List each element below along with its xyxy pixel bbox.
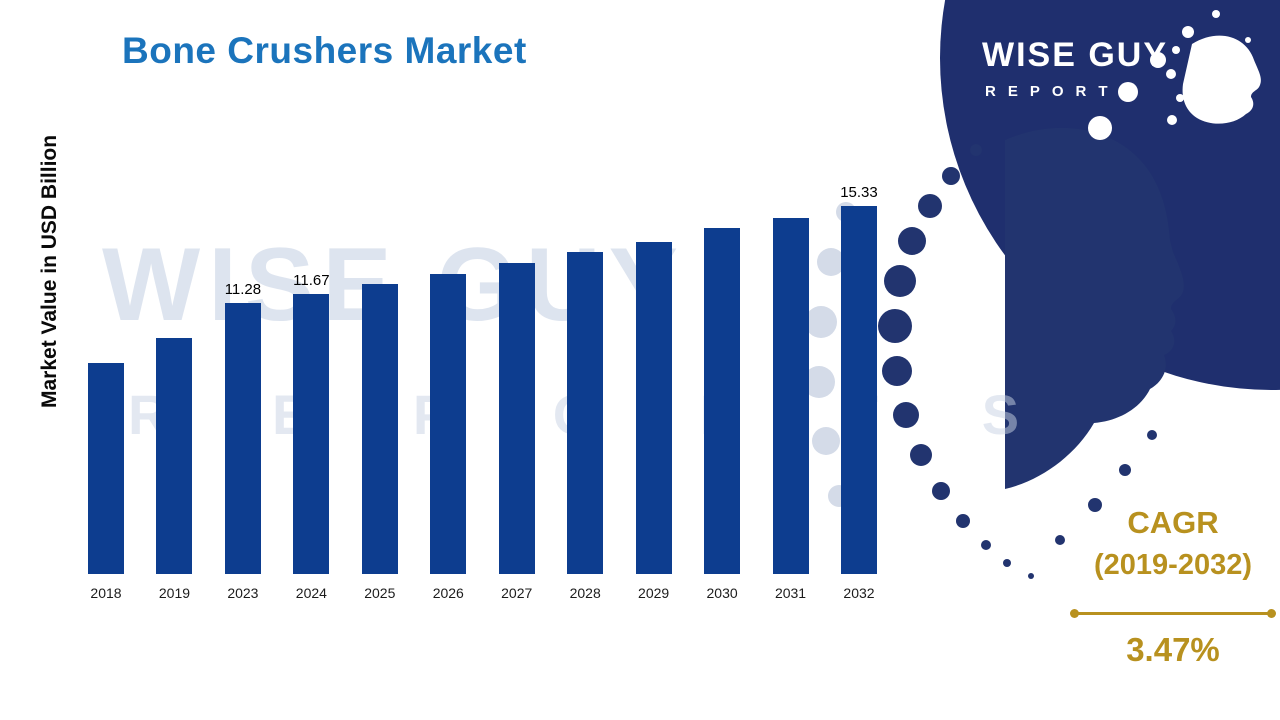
x-axis-tick-label: 2027 bbox=[501, 585, 533, 601]
brand-logo: WISE GUY REPORTS bbox=[982, 36, 1168, 100]
bar-column: 2028 bbox=[554, 181, 616, 601]
x-axis-tick-label: 2019 bbox=[158, 585, 191, 601]
bar bbox=[361, 284, 398, 574]
bar-column: 2018 bbox=[75, 181, 137, 601]
bar-column: 2030 bbox=[691, 181, 753, 601]
bar-column: 2025 bbox=[349, 181, 411, 601]
bar-column: 2026 bbox=[417, 181, 479, 601]
logo-subtitle: REPORTS bbox=[985, 83, 1142, 100]
bar-column: 11.28 2023 bbox=[212, 181, 274, 601]
bar bbox=[635, 242, 672, 574]
bar-column: 11.67 2024 bbox=[280, 181, 342, 601]
x-axis-tick-label: 2025 bbox=[364, 585, 396, 601]
x-axis-tick-label: 2029 bbox=[638, 585, 670, 601]
bar bbox=[498, 263, 535, 574]
cagr-label: CAGR bbox=[1127, 505, 1219, 540]
cagr-divider-line bbox=[1070, 609, 1276, 618]
logo-icon-dots bbox=[1166, 46, 1184, 102]
bar bbox=[840, 206, 877, 574]
bar-column: 2027 bbox=[486, 181, 548, 601]
bar-value-label: 11.67 bbox=[293, 272, 330, 289]
x-axis-tick-label: 2031 bbox=[774, 585, 807, 601]
logo-face-icon bbox=[1182, 35, 1261, 124]
bar-column: 2031 bbox=[760, 181, 822, 601]
bar-column: 2029 bbox=[623, 181, 685, 601]
bar bbox=[772, 218, 809, 574]
bar bbox=[704, 228, 741, 574]
bar bbox=[224, 303, 261, 574]
page-title: Bone Crushers Market bbox=[122, 30, 527, 71]
x-axis-tick-label: 2032 bbox=[843, 585, 875, 601]
x-axis-tick-label: 2030 bbox=[706, 585, 738, 601]
bar bbox=[567, 252, 604, 574]
bar bbox=[88, 363, 124, 574]
cagr-value: 3.47% bbox=[1126, 631, 1220, 668]
x-axis-tick-label: 2023 bbox=[227, 585, 259, 601]
bar-column: 15.33 2032 bbox=[828, 181, 890, 601]
bar bbox=[156, 338, 193, 574]
bar-value-label: 11.28 bbox=[224, 281, 262, 298]
x-axis-tick-label: 2028 bbox=[569, 585, 601, 601]
x-axis-tick-label: 2024 bbox=[295, 585, 327, 601]
bar-value-label: 15.33 bbox=[840, 184, 878, 201]
x-axis-tick-label: 2018 bbox=[90, 585, 122, 601]
cagr-block: CAGR (2019-2032) 3.47% bbox=[1070, 505, 1276, 669]
bar-chart: 2018 2019 11.28 2023 11.67 2024 2025 2026 2027 20… bbox=[75, 181, 890, 601]
x-axis-tick-label: 2026 bbox=[432, 585, 464, 601]
logo-name: WISE GUY bbox=[982, 36, 1169, 74]
bar bbox=[293, 294, 330, 574]
cagr-range: (2019-2032) bbox=[1094, 549, 1252, 581]
bar-column: 2019 bbox=[143, 181, 205, 601]
bar bbox=[430, 274, 467, 574]
